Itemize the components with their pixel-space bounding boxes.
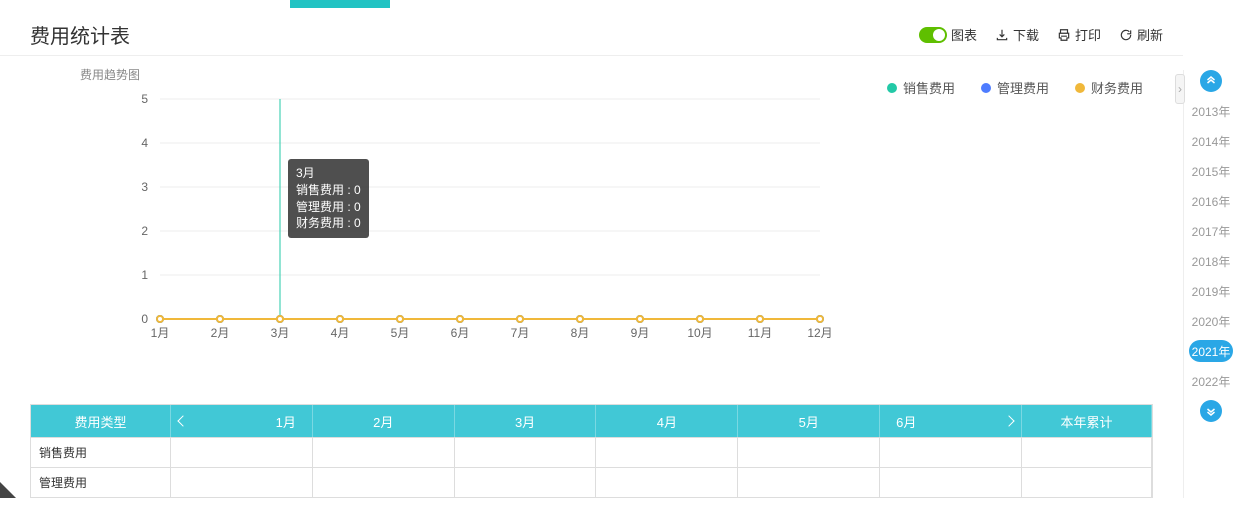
svg-text:6月: 6月 xyxy=(451,326,470,340)
th-month-2: 2月 xyxy=(313,405,455,437)
svg-text:5: 5 xyxy=(141,92,148,106)
td-month xyxy=(455,438,597,467)
svg-text:10月: 10月 xyxy=(687,326,712,340)
th-total: 本年累计 xyxy=(1022,405,1152,437)
print-button[interactable]: 打印 xyxy=(1057,25,1101,44)
td-total xyxy=(1022,468,1152,497)
svg-text:7月: 7月 xyxy=(511,326,530,340)
th-month-1-label: 1月 xyxy=(276,412,296,431)
page-title: 费用统计表 xyxy=(30,20,919,49)
corner-resize-icon[interactable] xyxy=(0,482,16,498)
td-month xyxy=(596,468,738,497)
svg-text:4月: 4月 xyxy=(331,326,350,340)
svg-text:11月: 11月 xyxy=(748,326,772,340)
download-button[interactable]: 下载 xyxy=(995,25,1039,44)
svg-text:4: 4 xyxy=(141,136,148,150)
td-month xyxy=(313,468,455,497)
th-month-6-label: 6月 xyxy=(896,412,916,431)
year-button[interactable]: 2022年 xyxy=(1189,370,1233,392)
svg-text:2: 2 xyxy=(141,224,148,238)
chevron-down-double-icon xyxy=(1205,405,1217,417)
td-month xyxy=(455,468,597,497)
table-header-row: 费用类型 1月 2月 3月 4月 5月 6月 本年累计 xyxy=(31,405,1152,437)
active-tab-indicator xyxy=(290,0,390,8)
th-month-1: 1月 xyxy=(171,405,313,437)
year-button[interactable]: 2018年 xyxy=(1189,250,1233,272)
chart-area: 费用趋势图 销售费用管理费用财务费用 0123451月2月3月4月5月6月7月8… xyxy=(0,56,1183,384)
year-rail: 2013年 2014年 2015年 2016年 2017年 2018年 2019年 2020年… xyxy=(1183,14,1239,498)
rail-divider xyxy=(1183,70,1184,498)
svg-text:3: 3 xyxy=(141,180,148,194)
td-total xyxy=(1022,438,1152,467)
header-actions: 图表 下载 打印 刷新 xyxy=(919,25,1163,44)
th-type: 费用类型 xyxy=(31,405,171,437)
svg-text:12月: 12月 xyxy=(807,326,832,340)
download-icon xyxy=(995,28,1009,42)
svg-text:5月: 5月 xyxy=(391,326,410,340)
svg-text:1月: 1月 xyxy=(151,326,170,340)
th-month-3: 3月 xyxy=(455,405,597,437)
year-button[interactable]: 2020年 xyxy=(1189,310,1233,332)
year-button[interactable]: 2019年 xyxy=(1189,280,1233,302)
toggle-switch[interactable] xyxy=(919,27,947,43)
td-month xyxy=(738,438,880,467)
chevron-left-icon[interactable] xyxy=(177,415,188,426)
th-month-4: 4月 xyxy=(596,405,738,437)
chart-toggle-label: 图表 xyxy=(951,25,977,44)
td-type: 销售费用 xyxy=(31,438,171,467)
svg-text:9月: 9月 xyxy=(631,326,650,340)
top-tab-bar xyxy=(0,0,1239,14)
year-scroll-up-button[interactable] xyxy=(1200,70,1222,92)
year-button[interactable]: 2013年 xyxy=(1189,100,1233,122)
chart-canvas[interactable]: 0 1 2 3 4 5 1月 2月 3月 4月 5月 6月 7月 8月 9月 10月 11月 12月 xyxy=(30,89,1130,369)
data-table: 费用类型 1月 2月 3月 4月 5月 6月 本年累计 销售费用管理费用 xyxy=(30,404,1153,498)
refresh-button[interactable]: 刷新 xyxy=(1119,25,1163,44)
year-button[interactable]: 2017年 xyxy=(1189,220,1233,242)
year-button[interactable]: 2016年 xyxy=(1189,190,1233,212)
panel-header: 费用统计表 图表 下载 打印 刷新 xyxy=(0,14,1183,56)
chart-canvas-wrap: 0 1 2 3 4 5 1月 2月 3月 4月 5月 6月 7月 8月 9月 10月 11月 12月 3月销售费用… xyxy=(30,89,1153,374)
year-scroll-down-button[interactable] xyxy=(1200,400,1222,422)
year-button[interactable]: 2015年 xyxy=(1189,160,1233,182)
print-label: 打印 xyxy=(1075,25,1101,44)
chevron-right-icon[interactable] xyxy=(1003,415,1014,426)
year-button[interactable]: 2021年 xyxy=(1189,340,1233,362)
td-month xyxy=(738,468,880,497)
td-month xyxy=(313,438,455,467)
svg-text:8月: 8月 xyxy=(571,326,590,340)
table-row: 管理费用 xyxy=(31,467,1152,497)
chart-tooltip: 3月销售费用 : 0管理费用 : 0财务费用 : 0 xyxy=(288,159,369,238)
print-icon xyxy=(1057,28,1071,42)
year-button[interactable]: 2014年 xyxy=(1189,130,1233,152)
svg-text:2月: 2月 xyxy=(211,326,230,340)
chevron-up-double-icon xyxy=(1205,75,1217,87)
th-month-6: 6月 xyxy=(880,405,1022,437)
svg-text:0: 0 xyxy=(141,312,148,326)
td-type: 管理费用 xyxy=(31,468,171,497)
td-month xyxy=(880,468,1022,497)
td-month xyxy=(596,438,738,467)
table-row: 销售费用 xyxy=(31,437,1152,467)
td-month xyxy=(880,438,1022,467)
refresh-label: 刷新 xyxy=(1137,25,1163,44)
download-label: 下载 xyxy=(1013,25,1039,44)
svg-text:3月: 3月 xyxy=(271,326,290,340)
td-month xyxy=(171,468,313,497)
table-body: 销售费用管理费用 xyxy=(31,437,1152,497)
rail-collapse-handle[interactable] xyxy=(1175,74,1185,104)
svg-text:1: 1 xyxy=(141,268,148,282)
chart-toggle[interactable]: 图表 xyxy=(919,25,977,44)
th-month-5: 5月 xyxy=(738,405,880,437)
refresh-icon xyxy=(1119,28,1133,42)
td-month xyxy=(171,438,313,467)
